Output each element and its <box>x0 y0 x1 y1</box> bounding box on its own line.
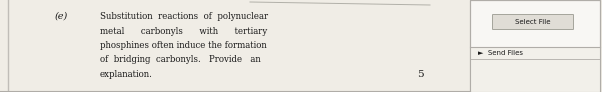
Text: Select File: Select File <box>515 19 551 25</box>
Bar <box>470 0 600 47</box>
Text: of  bridging  carbonyls.   Provide   an: of bridging carbonyls. Provide an <box>100 55 261 64</box>
Bar <box>470 0 600 92</box>
Text: ►  Send Files: ► Send Files <box>478 50 523 56</box>
Text: explanation.: explanation. <box>100 70 153 79</box>
Text: metal      carbonyls      with      tertiary: metal carbonyls with tertiary <box>100 26 267 36</box>
Text: phosphines often induce the formation: phosphines often induce the formation <box>100 41 267 50</box>
Text: Substitution  reactions  of  polynuclear: Substitution reactions of polynuclear <box>100 12 268 21</box>
Text: 5: 5 <box>417 70 423 79</box>
FancyBboxPatch shape <box>492 15 574 30</box>
Bar <box>470 0 600 92</box>
Text: (e): (e) <box>55 12 68 21</box>
Bar <box>470 47 600 92</box>
